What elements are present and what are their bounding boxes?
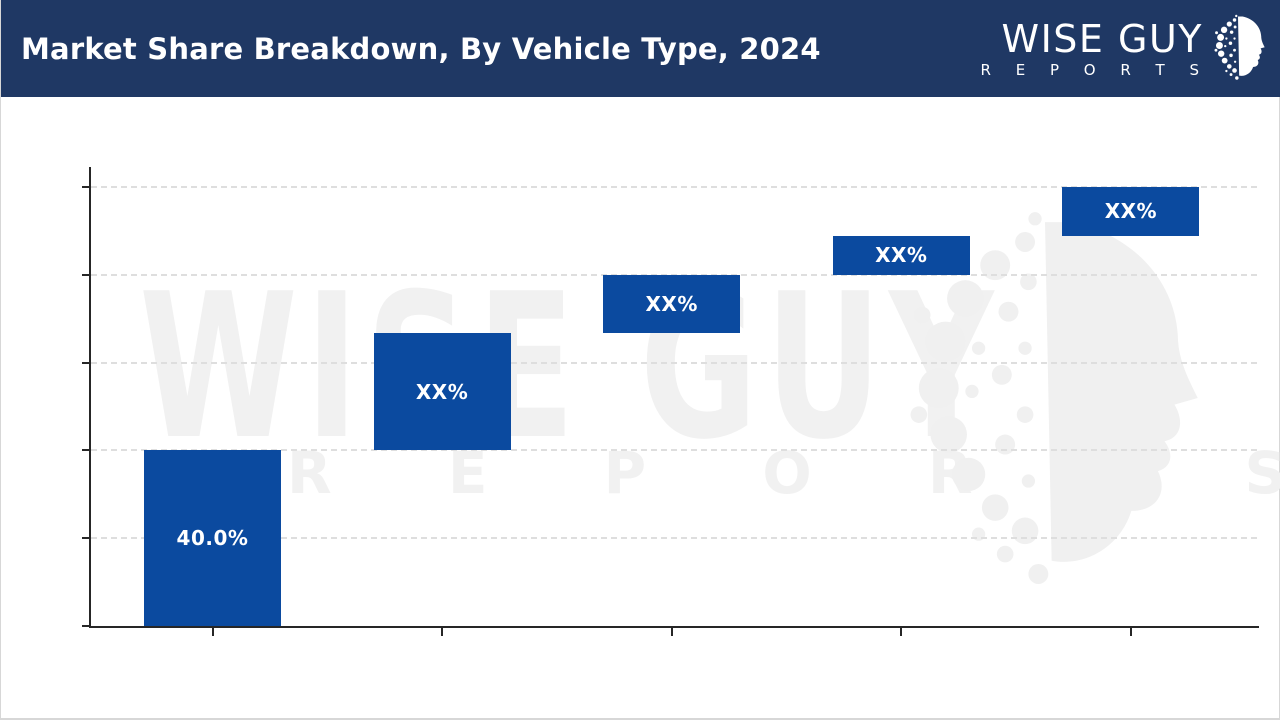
gridline-20: [91, 537, 1257, 540]
y-tick-label-40: [1, 437, 77, 463]
wiseguy-logo: WISE GUY R E P O R T S: [981, 0, 1267, 97]
y-tick-80: [82, 273, 91, 276]
y-tick-60: [82, 361, 91, 364]
bar-two-wheelers: XX%: [603, 274, 741, 334]
page-title: Market Share Breakdown, By Vehicle Type,…: [21, 31, 821, 66]
y-tick-100: [82, 186, 91, 188]
gridline-100: [91, 186, 1257, 188]
x-tick-buses: [1129, 628, 1132, 636]
y-tick-40: [82, 449, 91, 452]
header-bar: Market Share Breakdown, By Vehicle Type,…: [1, 0, 1280, 97]
gridline-60: [91, 361, 1257, 364]
watermark-text-wiseguy: WISE GUY: [139, 251, 1001, 484]
x-tick-two-wheelers: [670, 628, 673, 636]
y-axis: [89, 167, 91, 628]
y-tick-0: [82, 625, 91, 627]
bar-value-label-two-wheelers: XX%: [645, 291, 698, 316]
wiseguy-logo-text: WISE GUY R E P O R T S: [981, 20, 1203, 78]
y-tick-20: [82, 537, 91, 540]
bar-passenger-cars: 40.0%: [144, 450, 281, 626]
x-tick-commercial-vehicles: [441, 628, 444, 636]
y-tick-label-100: [1, 174, 77, 200]
wiseguy-head-icon: [1214, 14, 1265, 80]
y-tick-label-60: [1, 350, 77, 376]
logo-wordmark: WISE GUY: [1001, 16, 1203, 61]
bar-value-label-commercial-vehicles: XX%: [415, 379, 469, 404]
x-axis: [89, 626, 1259, 628]
y-tick-label-20: [1, 525, 77, 551]
bar-value-label-passenger-cars: 40.0%: [176, 526, 249, 551]
logo-subtext: R E P O R T S: [980, 60, 1209, 79]
bar-value-label-buses: XX%: [1104, 199, 1158, 224]
bar-value-label-heavy-trucks: XX%: [875, 243, 928, 268]
x-tick-heavy-trucks: [900, 628, 903, 636]
y-tick-label-80: [1, 262, 77, 288]
y-tick-label-0: [1, 613, 77, 639]
bar-heavy-trucks: XX%: [832, 235, 970, 275]
bar-commercial-vehicles: XX%: [373, 333, 511, 451]
gridline-40: [91, 449, 1257, 452]
x-tick-passenger-cars: [211, 628, 214, 636]
bar-buses: XX%: [1062, 187, 1200, 236]
